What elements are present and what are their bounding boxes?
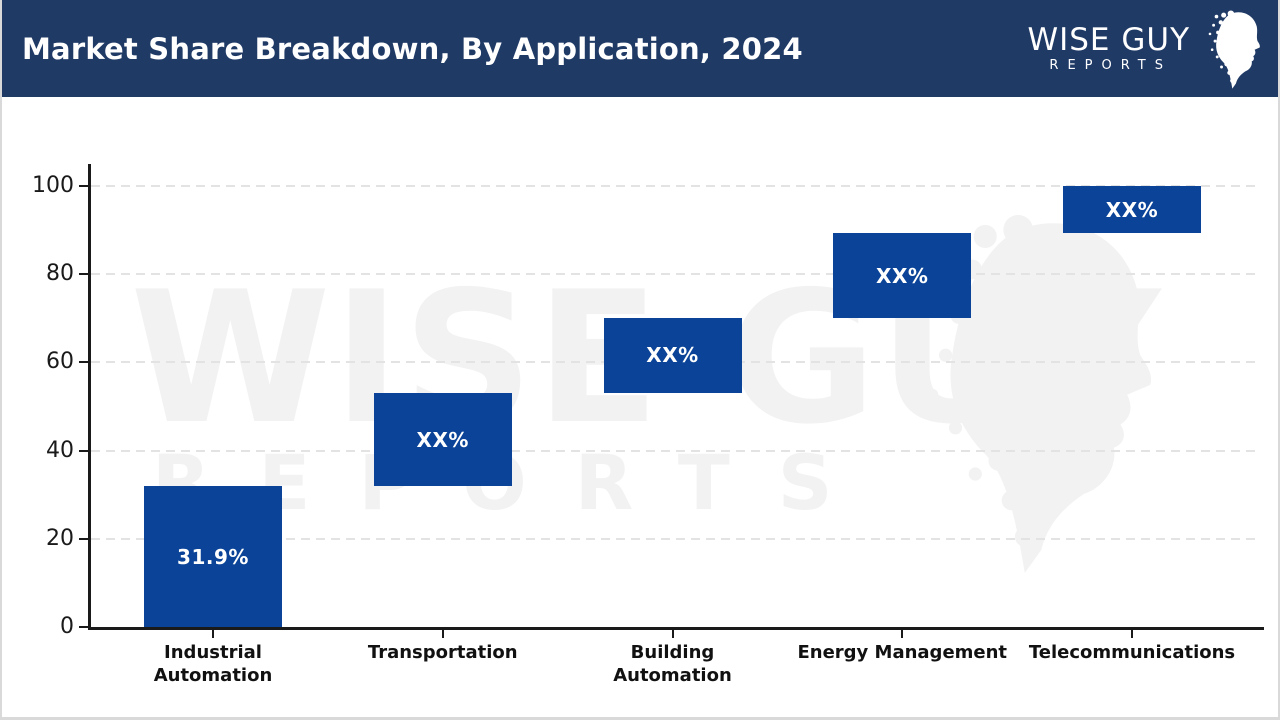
bar-transportation: XX%	[373, 392, 512, 487]
y-tickmark-20	[79, 537, 88, 540]
gridline-20	[91, 537, 1258, 540]
y-tickmark-40	[79, 449, 88, 452]
x-tickmark-building-automation	[671, 630, 674, 638]
y-tick-label-20: 20	[46, 525, 74, 551]
header: Market Share Breakdown, By Application, …	[2, 0, 1278, 97]
x-category-label-telecommunications: Telecommunications	[1028, 642, 1236, 663]
x-category-label-industrial-automation: Industrial Automation	[153, 642, 273, 686]
y-tick-label-100: 100	[32, 173, 74, 198]
y-tick-label-0: 0	[60, 614, 74, 639]
gridline-40	[91, 449, 1258, 452]
y-tick-label-80: 80	[46, 261, 74, 287]
bar-value-label-telecommunications: XX%	[1105, 197, 1159, 222]
logo-subtitle: REPORTS	[1049, 58, 1173, 74]
wise-guy-face-icon	[1208, 9, 1260, 89]
y-axis-spine	[88, 164, 91, 630]
y-tickmark-60	[79, 361, 88, 364]
x-tickmark-transportation	[441, 630, 444, 638]
y-tickmark-100	[79, 185, 88, 187]
wise-guy-logo: WISE GUY REPORTS	[1027, 9, 1264, 89]
y-tickmark-80	[79, 273, 88, 276]
x-tickmark-industrial-automation	[212, 630, 214, 638]
bar-telecommunications: XX%	[1063, 186, 1201, 234]
x-tickmark-energy-management	[901, 630, 904, 638]
x-category-label-building-automation: Building Automation	[613, 642, 732, 686]
bar-energy-management: XX%	[833, 233, 972, 318]
bar-value-label-building-automation: XX%	[646, 343, 699, 368]
x-tickmark-telecommunications	[1131, 630, 1133, 638]
x-category-label-energy-management: Energy Management	[797, 642, 1008, 663]
bar-industrial-automation: 31.9%	[144, 486, 282, 627]
x-category-label-transportation: Transportation	[367, 642, 518, 663]
y-tickmark-0	[79, 626, 88, 628]
logo-text: WISE GUY REPORTS	[1027, 24, 1190, 74]
gridline-100	[91, 185, 1258, 187]
bar-value-label-transportation: XX%	[416, 427, 469, 452]
chart-title: Market Share Breakdown, By Application, …	[22, 31, 803, 66]
logo-wordmark: WISE GUY	[1027, 21, 1190, 58]
bar-building-automation: XX%	[603, 317, 742, 393]
y-tick-label-40: 40	[46, 437, 74, 463]
bar-value-label-energy-management: XX%	[876, 263, 929, 288]
bar-value-label-industrial-automation: 31.9%	[177, 544, 249, 569]
x-axis-spine	[88, 627, 1264, 630]
y-tick-label-60: 60	[46, 349, 74, 375]
gridline-80	[91, 273, 1258, 276]
